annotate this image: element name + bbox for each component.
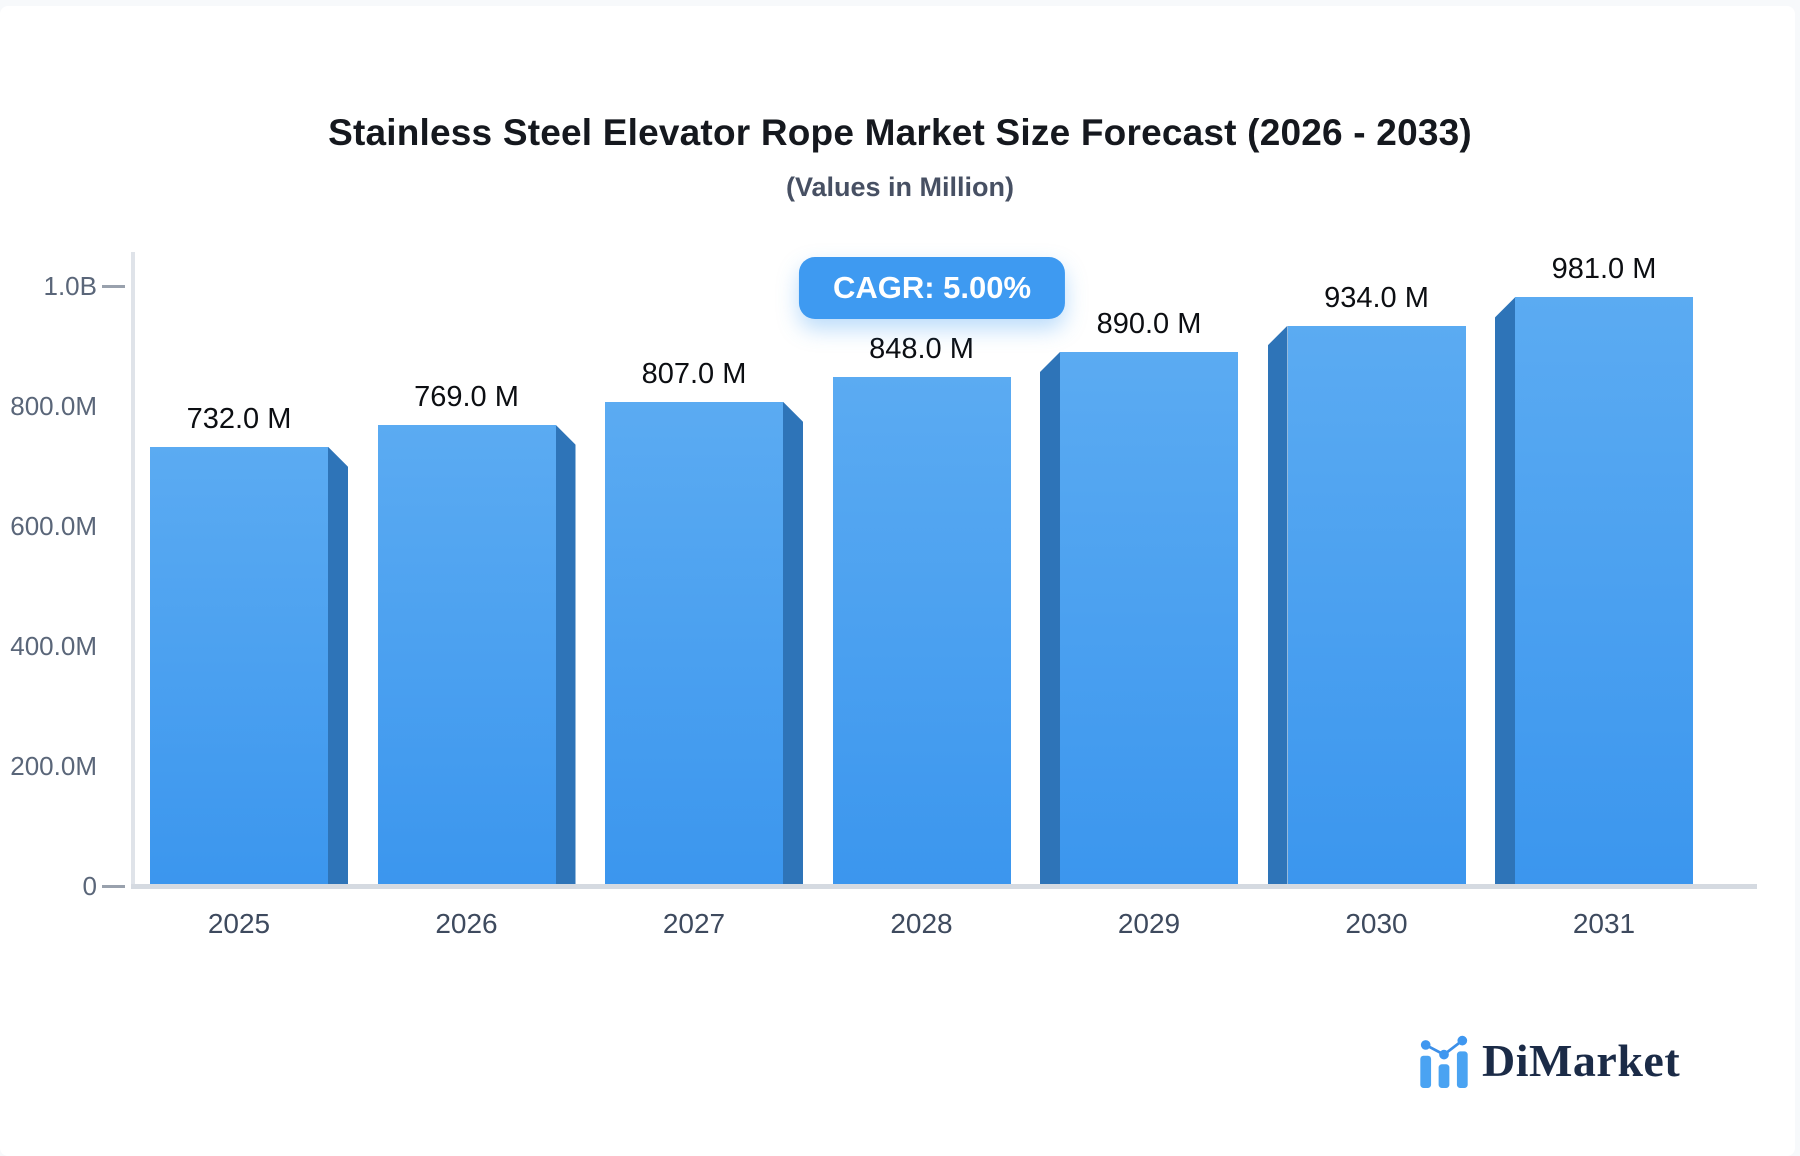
y-axis-tick [102, 285, 125, 288]
y-axis-label-800.0M: 800.0M [10, 391, 97, 421]
y-axis-label-600.0M: 600.0M [10, 511, 97, 541]
bar-2030 [1287, 325, 1466, 886]
bar-side-2025 [328, 446, 348, 886]
x-axis-label-2026: 2026 [435, 908, 498, 939]
bar-value-label-2026: 769.0 M [414, 380, 519, 413]
bar-2029 [1060, 352, 1238, 886]
bar-side-2030 [1267, 325, 1288, 886]
y-axis-label-1.0B: 1.0B [43, 271, 98, 301]
y-axis-label-0: 0 [82, 871, 97, 901]
bar-2027 [605, 401, 783, 886]
page-title: Stainless Steel Elevator Rope Market Siz… [328, 112, 1472, 153]
bar-side-2026 [555, 424, 576, 886]
bar-side-2031 [1495, 297, 1515, 886]
x-axis-label-2030: 2030 [1345, 908, 1408, 939]
x-axis-label-2025: 2025 [207, 908, 271, 939]
x-axis-label-2029: 2029 [1117, 908, 1181, 939]
bar-value-label-2031: 981.0 M [1551, 253, 1657, 286]
bar-line-chart-icon [1420, 1035, 1468, 1088]
bar-side-2029 [1040, 352, 1060, 886]
y-axis-label-200.0M: 200.0M [10, 751, 97, 781]
y-axis-line [131, 252, 135, 888]
bar-value-label-2027: 807.0 M [641, 357, 747, 390]
y-axis-label-400.0M: 400.0M [10, 631, 97, 661]
bar-value-label-2030: 934.0 M [1324, 281, 1429, 314]
page-subtitle: (Values in Million) [785, 172, 1015, 202]
bar-side-2027 [783, 401, 803, 886]
bar-value-label-2025: 732.0 M [186, 402, 292, 435]
logo-text: DiMarket [1482, 1034, 1681, 1086]
bar-value-label-2029: 890.0 M [1096, 308, 1202, 340]
bar-2028 [832, 377, 1011, 886]
y-axis-tick [102, 885, 125, 888]
bar-2026 [377, 424, 556, 886]
x-axis-label-2028: 2028 [890, 908, 953, 939]
bar-2031 [1515, 297, 1693, 886]
x-axis-line [131, 884, 1757, 889]
x-axis-label-2031: 2031 [1572, 908, 1636, 939]
cagr-badge: CAGR: 5.00% [798, 257, 1066, 319]
bar-value-label-2028: 848.0 M [869, 333, 974, 366]
bar-2025 [150, 446, 328, 886]
x-axis-label-2027: 2027 [662, 908, 726, 939]
dimarket-logo: DiMarket [1418, 1032, 1680, 1088]
